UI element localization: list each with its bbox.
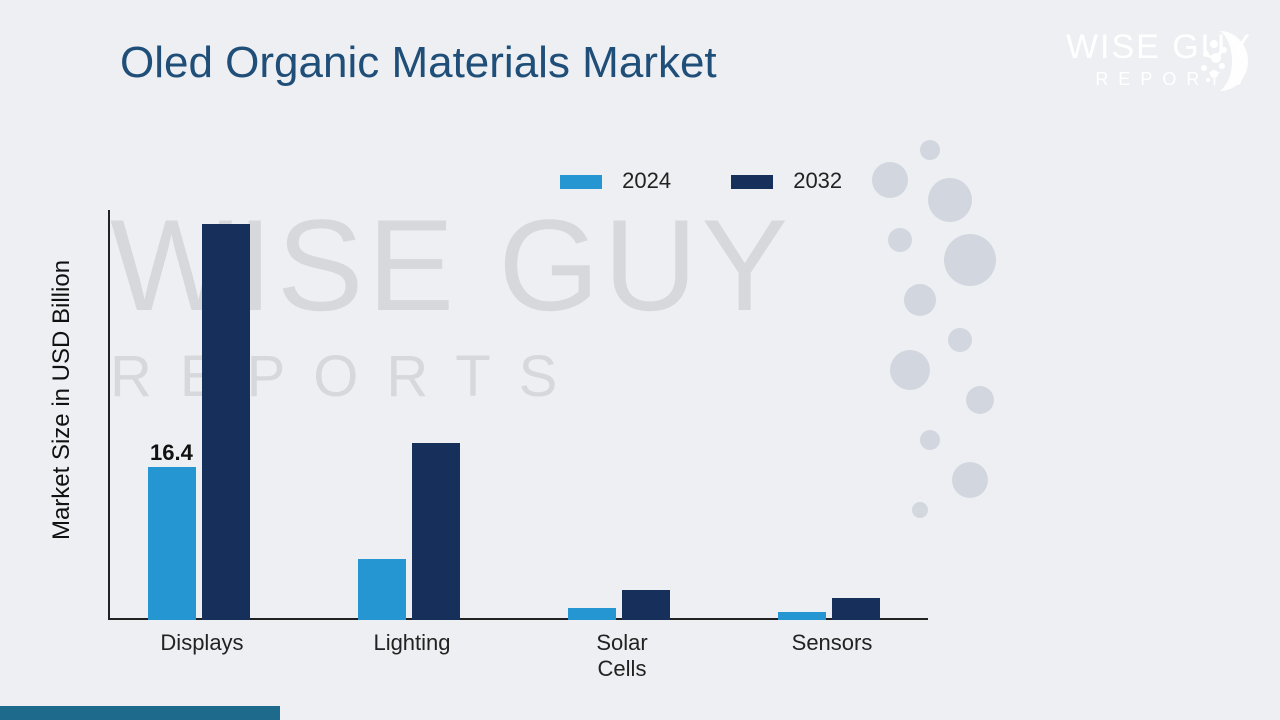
chart-plot-area: DisplaysLightingSolarCellsSensors16.4 [108,210,928,620]
legend-label-2032: 2032 [793,168,842,193]
legend-swatch-2024 [560,175,602,189]
y-axis-line [108,210,110,620]
bar-2032 [412,443,460,620]
legend-label-2024: 2024 [622,168,671,193]
brand-logo: WISE GUY REPORTS [1066,30,1252,88]
legend-swatch-2032 [731,175,773,189]
x-tick-label: SolarCells [547,630,697,682]
x-tick-label: Displays [127,630,277,656]
x-tick-label: Lighting [337,630,487,656]
bar-2032 [202,224,250,620]
brand-head-icon [1188,26,1258,96]
chart-title: Oled Organic Materials Market [120,38,717,88]
legend-item-2024: 2024 [560,168,671,194]
bar-2024 [568,608,616,620]
bar-2024 [358,559,406,620]
bar-2024 [148,467,196,620]
stage: WISE GUY REPORTS Oled Organic Materials … [0,0,1280,720]
bar-2024 [778,612,826,620]
legend: 2024 2032 [560,168,842,194]
y-axis-label: Market Size in USD Billion [48,260,76,540]
x-tick-label: Sensors [757,630,907,656]
bar-2032 [622,590,670,620]
value-label: 16.4 [150,440,193,466]
footer-accent-bar [0,706,280,720]
bar-2032 [832,598,880,620]
legend-item-2032: 2032 [731,168,842,194]
